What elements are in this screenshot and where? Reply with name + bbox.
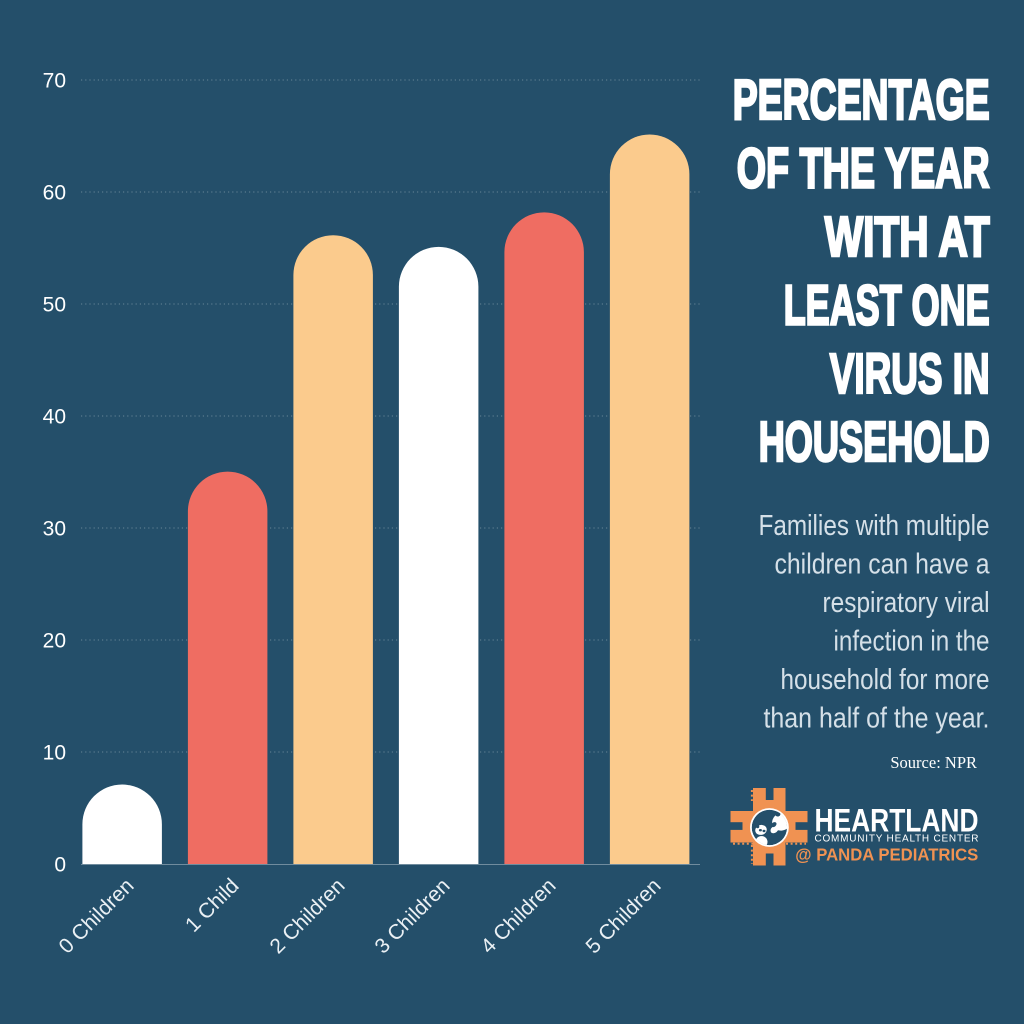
svg-text:respiratory viral: respiratory viral <box>823 587 990 619</box>
svg-text:VIRUS IN: VIRUS IN <box>830 342 990 406</box>
svg-text:30: 30 <box>43 518 66 541</box>
svg-text:0: 0 <box>54 854 66 877</box>
svg-text:LEAST ONE: LEAST ONE <box>784 273 990 337</box>
svg-text:60: 60 <box>43 182 66 205</box>
svg-text:@ PANDA PEDIATRICS: @ PANDA PEDIATRICS <box>795 844 978 864</box>
svg-text:70: 70 <box>43 70 66 93</box>
svg-text:10: 10 <box>43 742 66 765</box>
svg-text:household for more: household for more <box>781 664 990 696</box>
svg-text:Families with multiple: Families with multiple <box>759 510 990 542</box>
svg-text:HEARTLAND: HEARTLAND <box>815 803 979 839</box>
svg-text:infection in the: infection in the <box>834 626 990 658</box>
svg-text:OF THE YEAR: OF THE YEAR <box>737 137 990 201</box>
svg-text:20: 20 <box>43 630 66 653</box>
svg-text:Source: NPR: Source: NPR <box>890 753 977 772</box>
svg-text:than half of the year.: than half of the year. <box>764 703 990 735</box>
svg-text:WITH AT: WITH AT <box>825 205 990 269</box>
svg-text:COMMUNITY HEALTH CENTER: COMMUNITY HEALTH CENTER <box>815 834 979 845</box>
svg-text:children can have a: children can have a <box>775 549 991 581</box>
svg-text:50: 50 <box>43 294 66 317</box>
svg-text:40: 40 <box>43 406 66 429</box>
svg-text:HOUSEHOLD: HOUSEHOLD <box>759 410 990 474</box>
svg-text:PERCENTAGE: PERCENTAGE <box>733 68 990 132</box>
